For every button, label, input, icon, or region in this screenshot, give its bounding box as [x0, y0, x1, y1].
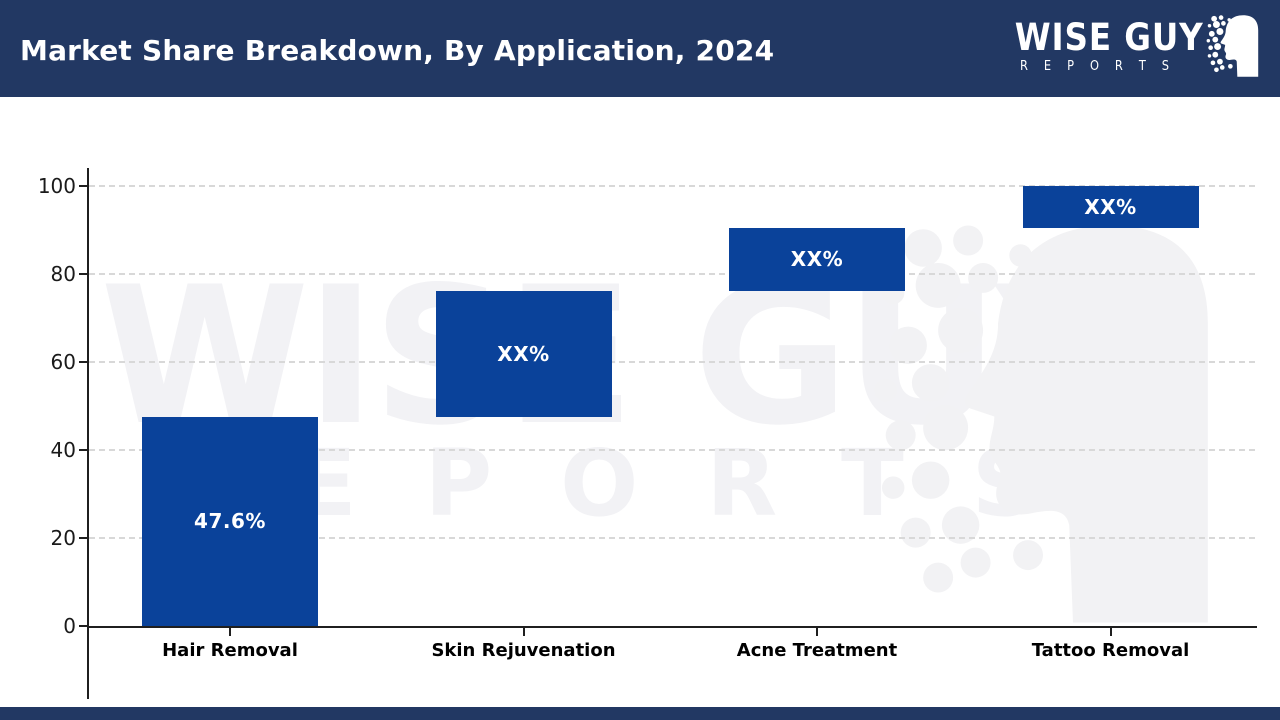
gridline-80: [89, 273, 1255, 275]
bar-value-label: XX%: [497, 341, 550, 366]
bar-hair-removal: 47.6%: [142, 416, 318, 626]
y-tick-label: 60: [50, 350, 76, 374]
bar-value-label: XX%: [1084, 194, 1137, 219]
bar-acne-treatment: XX%: [729, 227, 905, 291]
y-tick-label: 40: [50, 438, 76, 462]
logo-subtitle: R E P O R T S: [1020, 58, 1176, 74]
x-axis-category-label: Hair Removal: [162, 640, 298, 661]
y-tick-mark: [79, 625, 87, 627]
y-axis-line: [87, 168, 89, 699]
y-tick-label: 100: [37, 174, 76, 198]
bar-tattoo-removal: XX%: [1022, 186, 1199, 228]
y-tick-label: 80: [50, 262, 76, 286]
x-tick-mark: [816, 628, 818, 636]
head-profile-icon: [1206, 15, 1259, 77]
logo-wordmark: WISE GUY: [1015, 15, 1204, 59]
y-tick-mark: [79, 185, 87, 187]
gridline-100: [89, 185, 1255, 187]
chart-title: Market Share Breakdown, By Application, …: [20, 34, 775, 67]
x-axis-line: [87, 626, 1257, 628]
x-tick-mark: [522, 628, 525, 636]
y-tick-mark: [79, 537, 87, 539]
gridline-20: [89, 537, 1255, 539]
footer-band: [0, 707, 1280, 720]
x-axis-category-label: Tattoo Removal: [1031, 640, 1190, 661]
bar-skin-rejuvenation: XX%: [435, 290, 612, 417]
y-tick-label: 0: [63, 614, 76, 638]
gridline-60: [89, 361, 1255, 363]
logo-text: WISE GUY R E P O R T S: [1015, 19, 1204, 74]
bar-value-label: 47.6%: [194, 509, 266, 534]
x-axis-category-label: Skin Rejuvenation: [431, 640, 616, 661]
y-tick-label: 20: [50, 526, 76, 550]
y-tick-mark: [79, 449, 87, 451]
bar-value-label: XX%: [790, 247, 844, 272]
wise-guy-reports-logo: WISE GUY R E P O R T S: [989, 8, 1264, 84]
plot-area: 0 20 40 60 80 100 47.6% Hair Removal XX% Skin Rej…: [0, 97, 1280, 707]
y-tick-mark: [79, 273, 87, 275]
header-band: Market Share Breakdown, By Application, …: [0, 0, 1280, 97]
gridline-40: [89, 449, 1255, 451]
x-tick-mark: [229, 628, 231, 636]
y-tick-mark: [79, 361, 87, 363]
x-axis-category-label: Acne Treatment: [736, 640, 898, 661]
x-tick-mark: [1109, 628, 1112, 636]
